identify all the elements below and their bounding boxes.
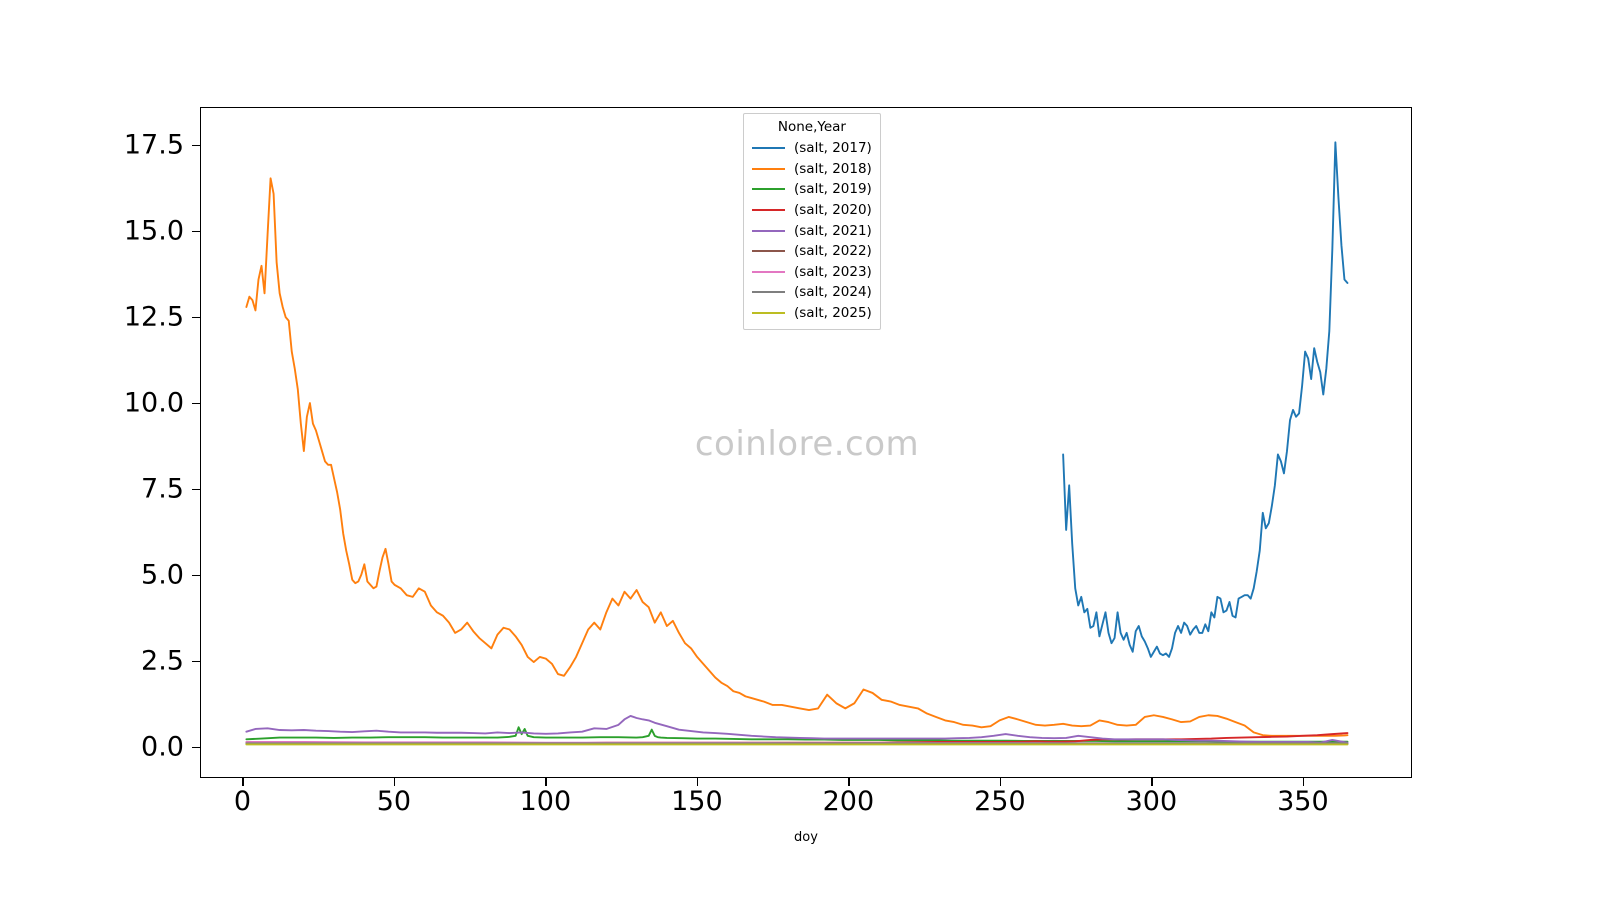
legend-entry-label: (salt, 2022)	[794, 243, 872, 260]
y-tick-mark	[192, 402, 200, 405]
x-tick-mark	[1302, 778, 1304, 786]
legend-entry-label: (salt, 2025)	[794, 305, 872, 322]
x-tick-label: 0	[233, 786, 251, 817]
legend-entry-label: (salt, 2021)	[794, 222, 872, 239]
x-tick-mark	[696, 778, 698, 786]
legend-entry-label: (salt, 2017)	[794, 140, 872, 157]
legend-entry[interactable]: (salt, 2020)	[752, 200, 872, 221]
y-tick-label: 12.5	[123, 301, 184, 333]
legend-entry[interactable]: (salt, 2023)	[752, 262, 872, 283]
y-tick-label: 0.0	[141, 731, 184, 763]
x-axis-label: doy	[794, 830, 818, 845]
x-tick-label: 300	[1125, 786, 1178, 817]
legend-title: None,Year	[777, 119, 846, 135]
series-line	[245, 714, 1349, 744]
legend-entry[interactable]: (salt, 2025)	[752, 303, 872, 324]
y-tick-label: 5.0	[141, 559, 184, 591]
legend-color-swatch	[752, 147, 785, 150]
series-line	[245, 726, 1349, 743]
y-tick-label: 15.0	[123, 215, 184, 247]
y-tick-mark	[192, 488, 200, 491]
legend-entry-label: (salt, 2019)	[794, 181, 872, 198]
x-tick-mark	[242, 778, 244, 786]
legend-entry-label: (salt, 2024)	[794, 284, 872, 301]
y-tick-mark	[192, 144, 200, 146]
legend-entry[interactable]: (salt, 2017)	[752, 138, 872, 159]
legend-entry[interactable]: (salt, 2019)	[752, 179, 872, 200]
y-tick-label: 17.5	[123, 129, 184, 161]
y-tick-mark	[192, 661, 200, 663]
x-tick-mark	[393, 778, 395, 786]
legend-color-swatch	[752, 291, 785, 294]
legend-entry-label: (salt, 2020)	[794, 202, 872, 219]
x-tick-label: 100	[519, 786, 572, 817]
legend-entry[interactable]: (salt, 2022)	[752, 241, 872, 262]
y-tick-mark	[192, 230, 200, 232]
y-tick-mark	[192, 316, 200, 318]
y-tick-mark	[192, 747, 200, 749]
legend-entry-label: (salt, 2023)	[794, 263, 872, 280]
x-tick-mark	[1151, 778, 1153, 786]
y-tick-label: 7.5	[141, 473, 184, 505]
legend-color-swatch	[752, 229, 785, 232]
legend-color-swatch	[752, 188, 785, 191]
legend-color-swatch	[752, 167, 785, 170]
x-tick-label: 150	[671, 786, 723, 817]
x-tick-label: 250	[974, 786, 1026, 817]
y-tick-label: 10.0	[123, 387, 184, 419]
x-tick-label: 200	[822, 786, 875, 817]
x-tick-label: 50	[376, 786, 412, 817]
x-tick-mark	[848, 778, 850, 786]
series-line	[1062, 141, 1349, 658]
legend-entry[interactable]: (salt, 2018)	[752, 159, 872, 180]
legend-color-swatch	[752, 250, 785, 253]
legend[interactable]: None,Year (salt, 2017) (salt, 2018) (salt,…	[743, 113, 881, 331]
series-line	[245, 177, 1349, 737]
legend-entry[interactable]: (salt, 2021)	[752, 220, 872, 241]
legend-color-swatch	[752, 209, 785, 212]
y-tick-label: 2.5	[141, 645, 184, 677]
x-tick-mark	[545, 778, 547, 786]
legend-color-swatch	[752, 312, 785, 315]
legend-color-swatch	[752, 270, 785, 273]
legend-entry[interactable]: (salt, 2024)	[752, 282, 872, 303]
y-tick-mark	[192, 574, 200, 577]
legend-entries: (salt, 2017) (salt, 2018) (salt, 2019) (sal…	[752, 138, 872, 323]
legend-entry-label: (salt, 2018)	[794, 160, 872, 177]
series-canvas	[245, 141, 1349, 746]
x-tick-mark	[999, 778, 1001, 786]
x-tick-label: 350	[1277, 786, 1329, 817]
